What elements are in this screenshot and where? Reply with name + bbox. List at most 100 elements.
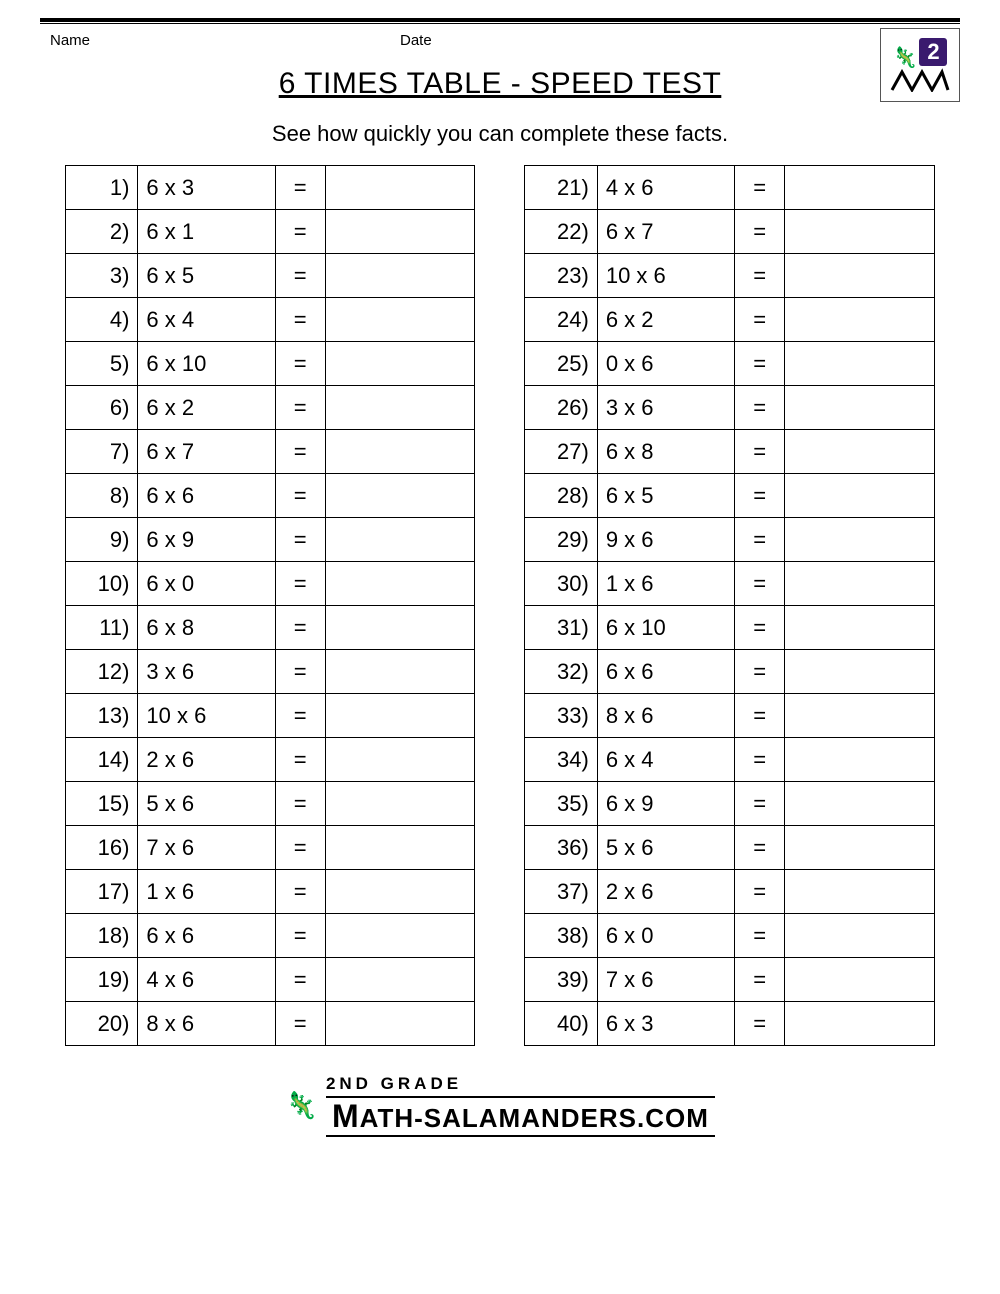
answer-cell[interactable]: [785, 1002, 935, 1046]
answer-cell[interactable]: [785, 430, 935, 474]
problem-number: 39): [525, 958, 597, 1002]
answer-cell[interactable]: [325, 826, 475, 870]
problem-number: 35): [525, 782, 597, 826]
problem-expression: 9 x 6: [597, 518, 734, 562]
answer-cell[interactable]: [785, 826, 935, 870]
answer-cell[interactable]: [785, 298, 935, 342]
equals-sign: =: [735, 562, 785, 606]
answer-cell[interactable]: [325, 650, 475, 694]
problem-number: 26): [525, 386, 597, 430]
salamander-icon: 🦎: [893, 48, 918, 68]
problem-number: 34): [525, 738, 597, 782]
table-row: 14)2 x 6=34)6 x 4=: [66, 738, 935, 782]
answer-cell[interactable]: [325, 738, 475, 782]
problem-number: 17): [66, 870, 138, 914]
equals-sign: =: [735, 870, 785, 914]
column-gap: [475, 1002, 525, 1046]
worksheet-page: Name Date 🦎 2 6 TIMES TABLE - SPEED TEST…: [0, 0, 1000, 1167]
equals-sign: =: [735, 826, 785, 870]
answer-cell[interactable]: [325, 254, 475, 298]
table-row: 11)6 x 8=31)6 x 10=: [66, 606, 935, 650]
problem-expression: 6 x 8: [597, 430, 734, 474]
answer-cell[interactable]: [325, 1002, 475, 1046]
date-label: Date: [400, 32, 432, 49]
answer-cell[interactable]: [325, 870, 475, 914]
problem-number: 4): [66, 298, 138, 342]
answer-cell[interactable]: [325, 694, 475, 738]
answer-cell[interactable]: [325, 606, 475, 650]
problem-expression: 0 x 6: [597, 342, 734, 386]
answer-cell[interactable]: [325, 562, 475, 606]
column-gap: [475, 166, 525, 210]
equals-sign: =: [275, 562, 325, 606]
column-gap: [475, 650, 525, 694]
equals-sign: =: [275, 298, 325, 342]
answer-cell[interactable]: [785, 738, 935, 782]
answer-cell[interactable]: [325, 210, 475, 254]
equals-sign: =: [735, 210, 785, 254]
answer-cell[interactable]: [785, 650, 935, 694]
problem-expression: 6 x 2: [138, 386, 275, 430]
page-subtitle: See how quickly you can complete these f…: [40, 121, 960, 147]
answer-cell[interactable]: [785, 166, 935, 210]
equals-sign: =: [275, 606, 325, 650]
problem-number: 36): [525, 826, 597, 870]
answer-cell[interactable]: [325, 166, 475, 210]
problem-number: 19): [66, 958, 138, 1002]
column-gap: [475, 958, 525, 1002]
answer-cell[interactable]: [785, 782, 935, 826]
problem-expression: 6 x 7: [138, 430, 275, 474]
brand-logo: 🦎 2: [880, 28, 960, 102]
answer-cell[interactable]: [325, 342, 475, 386]
answer-cell[interactable]: [785, 870, 935, 914]
answer-cell[interactable]: [325, 298, 475, 342]
answer-cell[interactable]: [785, 914, 935, 958]
problem-number: 24): [525, 298, 597, 342]
answer-cell[interactable]: [325, 958, 475, 1002]
answer-cell[interactable]: [785, 694, 935, 738]
equals-sign: =: [275, 650, 325, 694]
table-row: 4)6 x 4=24)6 x 2=: [66, 298, 935, 342]
salamander-icon: 🦎: [285, 1090, 317, 1121]
problem-expression: 6 x 1: [138, 210, 275, 254]
equals-sign: =: [735, 694, 785, 738]
problem-expression: 6 x 6: [597, 650, 734, 694]
equals-sign: =: [275, 914, 325, 958]
answer-cell[interactable]: [325, 430, 475, 474]
answer-cell[interactable]: [785, 606, 935, 650]
problem-expression: 8 x 6: [138, 1002, 275, 1046]
equals-sign: =: [735, 254, 785, 298]
problem-number: 30): [525, 562, 597, 606]
answer-cell[interactable]: [785, 342, 935, 386]
answer-cell[interactable]: [325, 782, 475, 826]
answer-cell[interactable]: [325, 914, 475, 958]
page-title: 6 TIMES TABLE - SPEED TEST: [279, 67, 722, 100]
equals-sign: =: [735, 738, 785, 782]
answer-cell[interactable]: [785, 518, 935, 562]
footer-brand-text: ATH-SALAMANDERS.COM: [360, 1103, 709, 1133]
problem-number: 2): [66, 210, 138, 254]
problem-number: 15): [66, 782, 138, 826]
equals-sign: =: [275, 474, 325, 518]
equals-sign: =: [275, 870, 325, 914]
equals-sign: =: [735, 474, 785, 518]
answer-cell[interactable]: [785, 562, 935, 606]
problem-expression: 6 x 4: [138, 298, 275, 342]
problem-number: 22): [525, 210, 597, 254]
answer-cell[interactable]: [325, 386, 475, 430]
equals-sign: =: [275, 254, 325, 298]
answer-cell[interactable]: [785, 474, 935, 518]
answer-cell[interactable]: [325, 518, 475, 562]
answer-cell[interactable]: [785, 958, 935, 1002]
problem-expression: 4 x 6: [138, 958, 275, 1002]
answer-cell[interactable]: [785, 386, 935, 430]
answer-cell[interactable]: [785, 210, 935, 254]
problem-number: 37): [525, 870, 597, 914]
table-row: 5)6 x 10=25)0 x 6=: [66, 342, 935, 386]
answer-cell[interactable]: [785, 254, 935, 298]
column-gap: [475, 738, 525, 782]
problem-expression: 4 x 6: [597, 166, 734, 210]
answer-cell[interactable]: [325, 474, 475, 518]
problem-expression: 6 x 4: [597, 738, 734, 782]
problem-number: 6): [66, 386, 138, 430]
